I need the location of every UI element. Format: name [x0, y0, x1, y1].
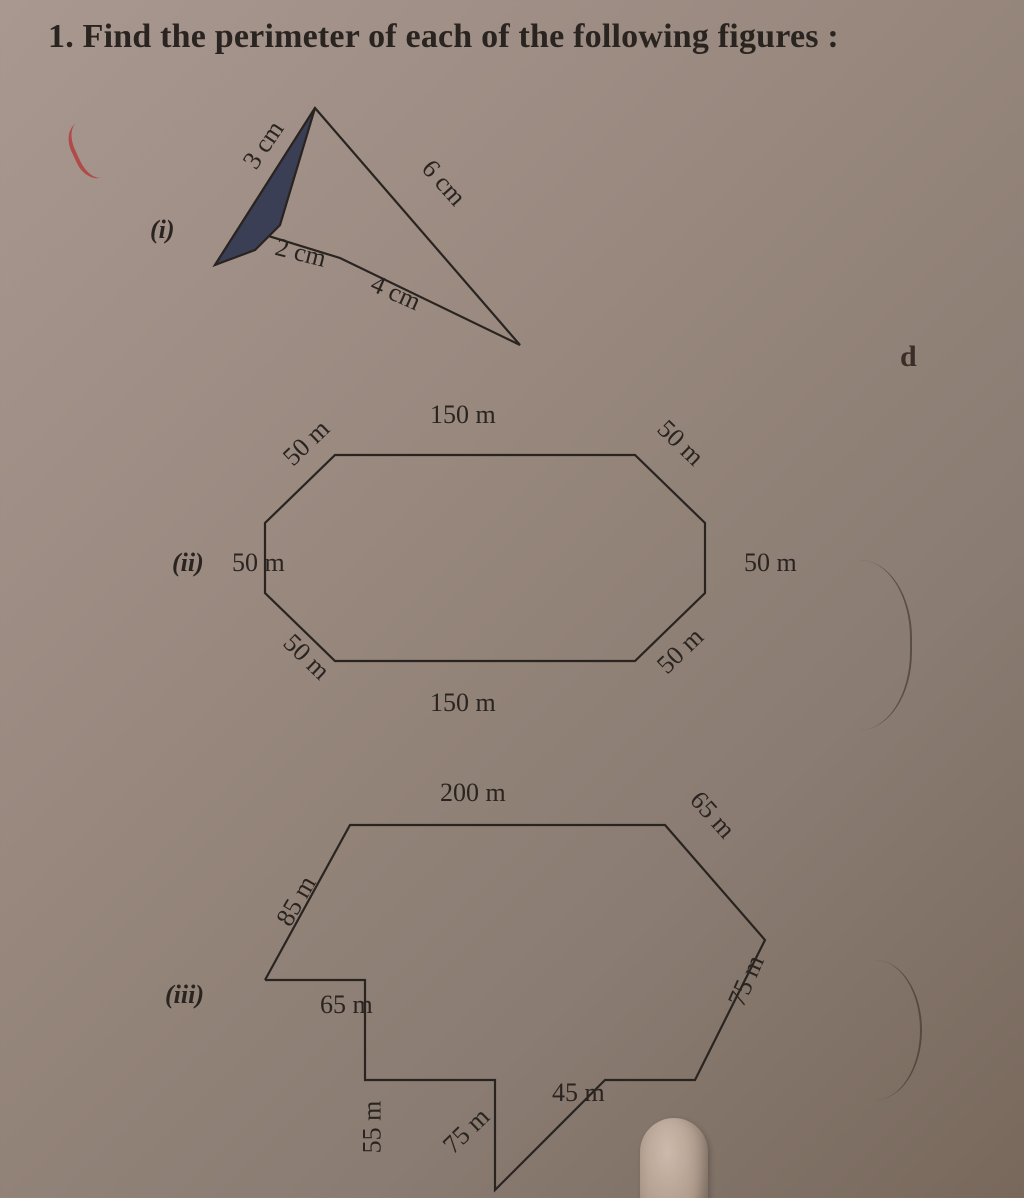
- figure-ii-octagon: [265, 455, 705, 661]
- stray-curve-right: [860, 560, 912, 730]
- question-line: 1. Find the perimeter of each of the fol…: [48, 18, 839, 56]
- side-iii-mid: 65 m: [320, 990, 373, 1020]
- panel-label-i: (i): [150, 215, 175, 245]
- side-ii-left: 50 m: [232, 548, 285, 578]
- side-ii-bottom: 150 m: [430, 688, 496, 718]
- thumb-shadow: [640, 1118, 708, 1198]
- red-check-mark: [61, 112, 126, 185]
- stray-letter-d: d: [900, 340, 917, 374]
- side-iii-br: 45 m: [552, 1078, 605, 1108]
- side-ii-right: 50 m: [744, 548, 797, 578]
- question-text: Find the perimeter of each of the follow…: [83, 18, 839, 55]
- stray-curve-right-2: [870, 960, 922, 1100]
- panel-label-iii: (iii): [165, 980, 204, 1010]
- side-iii-top: 200 m: [440, 778, 506, 808]
- panel-label-ii: (ii): [172, 548, 204, 578]
- question-number: 1.: [48, 18, 74, 55]
- side-ii-top: 150 m: [430, 400, 496, 430]
- side-iii-notch-vert: 55 m: [357, 1101, 387, 1154]
- worksheet-page: 1. Find the perimeter of each of the fol…: [0, 0, 1024, 1198]
